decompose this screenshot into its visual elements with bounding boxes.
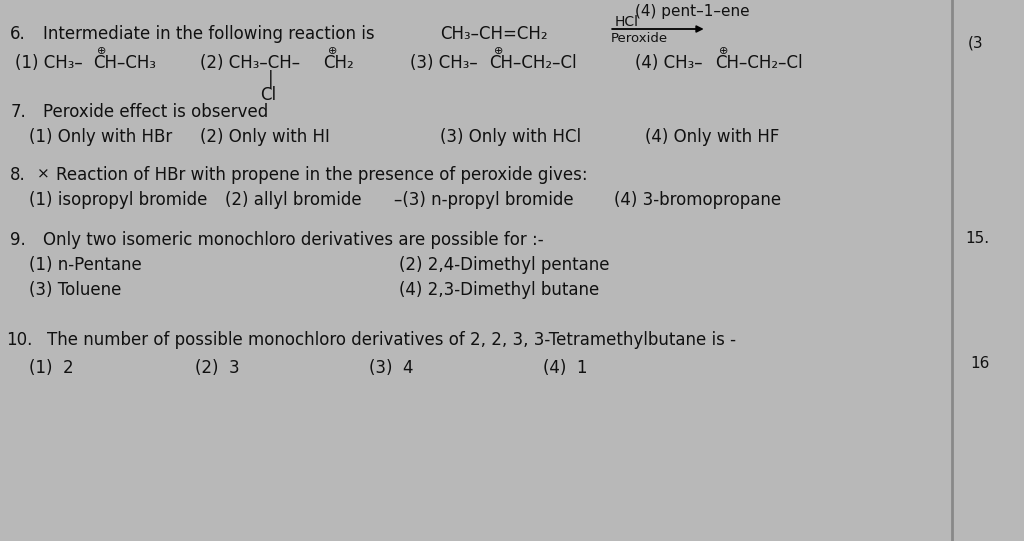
Text: 10.: 10. (6, 331, 33, 349)
Text: (4) pent–1–ene: (4) pent–1–ene (635, 4, 750, 19)
Text: ⨯: ⨯ (37, 166, 49, 181)
Text: (1) isopropyl bromide: (1) isopropyl bromide (29, 191, 207, 209)
Text: Peroxide: Peroxide (610, 32, 668, 45)
Text: (3: (3 (968, 36, 983, 51)
Text: (4)  1: (4) 1 (543, 359, 587, 377)
Text: Reaction of HBr with propene in the presence of peroxide gives:: Reaction of HBr with propene in the pres… (56, 166, 588, 184)
Text: ⊕: ⊕ (494, 46, 503, 56)
Text: (1)  2: (1) 2 (29, 359, 74, 377)
Text: 8.: 8. (10, 166, 26, 184)
Text: CH–CH₃: CH–CH₃ (93, 54, 157, 72)
Text: |: | (268, 70, 273, 88)
Text: 9.: 9. (10, 231, 26, 249)
Text: 7.: 7. (10, 103, 26, 121)
Text: (2) 2,4-Dimethyl pentane: (2) 2,4-Dimethyl pentane (399, 256, 610, 274)
Text: (2) allyl bromide: (2) allyl bromide (225, 191, 361, 209)
Text: ⊕: ⊕ (97, 46, 106, 56)
Text: ⊕: ⊕ (719, 46, 728, 56)
Text: (1) CH₃–: (1) CH₃– (15, 54, 83, 72)
Text: 6.: 6. (10, 25, 26, 43)
Text: (3) Toluene: (3) Toluene (29, 281, 121, 299)
Text: –(3) n-propyl bromide: –(3) n-propyl bromide (394, 191, 573, 209)
Text: (3)  4: (3) 4 (369, 359, 413, 377)
Text: (1) n-Pentane: (1) n-Pentane (29, 256, 141, 274)
Text: CH₃–CH=CH₂: CH₃–CH=CH₂ (440, 25, 548, 43)
Text: CH–CH₂–Cl: CH–CH₂–Cl (715, 54, 803, 72)
Text: ⊕: ⊕ (328, 46, 337, 56)
Text: (1) Only with HBr: (1) Only with HBr (29, 128, 172, 146)
Text: (4) Only with HF: (4) Only with HF (645, 128, 779, 146)
Text: (2)  3: (2) 3 (195, 359, 240, 377)
Text: (4) CH₃–: (4) CH₃– (635, 54, 702, 72)
Text: (3) CH₃–: (3) CH₃– (410, 54, 477, 72)
Text: (4) 3-bromopropane: (4) 3-bromopropane (614, 191, 781, 209)
Text: CH₂: CH₂ (324, 54, 354, 72)
Text: CH–CH₂–Cl: CH–CH₂–Cl (489, 54, 578, 72)
Text: Intermediate in the following reaction is: Intermediate in the following reaction i… (43, 25, 375, 43)
Text: 15.: 15. (966, 231, 990, 246)
Text: 16: 16 (971, 356, 990, 371)
Text: Only two isomeric monochloro derivatives are possible for :-: Only two isomeric monochloro derivatives… (43, 231, 544, 249)
Text: (2) Only with HI: (2) Only with HI (200, 128, 330, 146)
Text: (3) Only with HCl: (3) Only with HCl (440, 128, 582, 146)
Text: (2) CH₃–CH–: (2) CH₃–CH– (200, 54, 300, 72)
Text: (4) 2,3-Dimethyl butane: (4) 2,3-Dimethyl butane (399, 281, 600, 299)
Text: Peroxide effect is observed: Peroxide effect is observed (43, 103, 268, 121)
Text: The number of possible monochloro derivatives of 2, 2, 3, 3-Tetramethylbutane is: The number of possible monochloro deriva… (47, 331, 736, 349)
Text: HCl: HCl (614, 15, 638, 29)
Text: Cl: Cl (260, 86, 276, 104)
